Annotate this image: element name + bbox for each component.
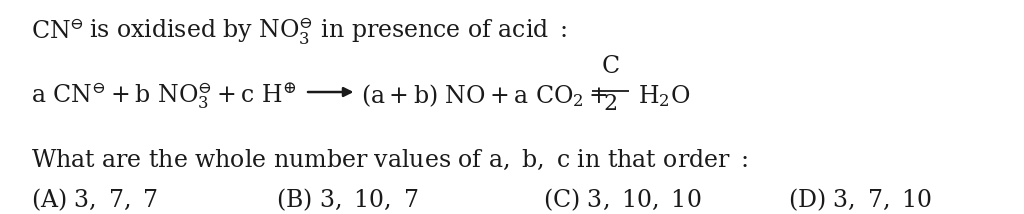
Text: $\mathrm{(A)\ 3,\ 7,\ 7}$: $\mathrm{(A)\ 3,\ 7,\ 7}$ [31,187,158,213]
Text: $\mathrm{C}$: $\mathrm{C}$ [601,54,620,78]
Text: $\mathrm{What\ are\ the\ whole\ number\ values\ of\ a,\ b,\ c\ in\ that\ order\ : $\mathrm{What\ are\ the\ whole\ number\ … [31,148,749,172]
Text: $\mathrm{CN}^{\ominus}$: $\mathrm{CN}^{\ominus}$ [31,19,84,43]
Text: $\mathrm{2}$: $\mathrm{2}$ [603,94,617,114]
Text: $\mathrm{(D)\ 3,\ 7,\ 10}$: $\mathrm{(D)\ 3,\ 7,\ 10}$ [788,187,933,213]
Text: $\mathrm{a\ CN^{\ominus}+b\ NO_3^{\ominus}+c\ H^{\oplus}}$: $\mathrm{a\ CN^{\ominus}+b\ NO_3^{\ominu… [31,80,296,111]
Text: $\mathrm{(C)\ 3,\ 10,\ 10}$: $\mathrm{(C)\ 3,\ 10,\ 10}$ [543,187,701,213]
Text: $\mathrm{(B)\ 3,\ 10,\ 7}$: $\mathrm{(B)\ 3,\ 10,\ 7}$ [276,187,419,213]
Text: $\mathrm{H_2O}$: $\mathrm{H_2O}$ [638,83,690,109]
Text: $\mathrm{(a+b)\ NO+a\ CO_2+}$: $\mathrm{(a+b)\ NO+a\ CO_2+}$ [361,82,608,109]
Text: $\mathrm{is\ oxidised\ by\ NO_3^{\ominus}\ in\ presence\ of\ acid\ :}$: $\mathrm{is\ oxidised\ by\ NO_3^{\ominus… [89,17,567,47]
